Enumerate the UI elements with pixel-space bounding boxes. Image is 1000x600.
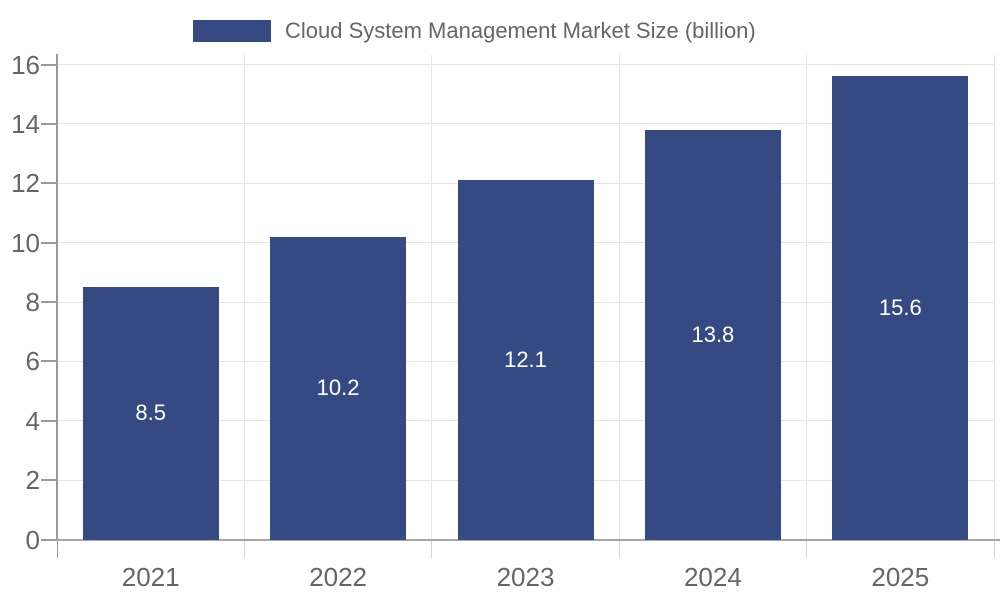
gridline-vertical [243,54,245,540]
gridline-horizontal [58,123,994,125]
x-axis-line [56,538,1000,541]
bar-2022[interactable]: 10.2 [270,236,407,540]
legend-item[interactable]: Cloud System Management Market Size (bil… [193,18,756,44]
bar-value-label: 12.1 [504,346,547,372]
y-tick-label: 16 [11,49,40,80]
bar-2025[interactable]: 15.6 [832,76,969,540]
x-tick-label-2022: 2022 [309,561,368,592]
x-axis-tick [993,540,995,558]
y-tick-label: 8 [25,287,40,317]
x-tick-label-2023: 2023 [496,561,555,592]
gridline-vertical [618,54,620,540]
y-tick-label: 2 [25,465,40,496]
y-axis-tick [41,63,57,66]
gridline-vertical [431,54,433,540]
y-tick-label: 4 [25,405,40,436]
x-tick-label-2025: 2025 [871,561,930,592]
bar-value-label: 8.5 [135,400,166,426]
gridline-vertical [993,54,995,540]
x-axis-tick [243,540,245,558]
y-tick-label: 10 [11,227,40,258]
y-axis-tick [41,241,57,244]
bar-2021[interactable]: 8.5 [82,287,219,540]
y-tick-label: 14 [11,108,40,139]
bar-value-label: 13.8 [691,321,735,347]
x-axis-tick [618,540,620,558]
y-axis-line [56,53,58,540]
y-axis-tick [41,122,57,125]
y-axis-tick [41,301,57,303]
y-axis-tick [41,419,57,422]
x-tick-label-2021: 2021 [121,561,180,592]
bar-value-label: 10.2 [316,375,360,401]
x-tick-label-2024: 2024 [683,561,742,592]
y-tick-label: 12 [11,168,40,199]
y-axis-tick [41,479,57,482]
bar-2023[interactable]: 12.1 [457,180,594,540]
bar-value-label: 15.6 [878,294,922,320]
y-axis-tick [41,182,57,185]
x-axis-tick [431,540,433,558]
gridline-vertical [806,54,808,540]
x-axis-tick [806,540,808,558]
y-axis-tick [41,360,57,363]
y-axis-tick [41,538,57,541]
y-tick-label: 6 [25,346,40,377]
x-axis-tick [56,540,58,558]
gridline-horizontal [58,64,994,65]
bar-2024[interactable]: 13.8 [644,129,781,540]
legend-swatch-icon [193,20,271,42]
y-tick-label: 0 [25,524,40,555]
legend-label: Cloud System Management Market Size (bil… [285,18,756,43]
